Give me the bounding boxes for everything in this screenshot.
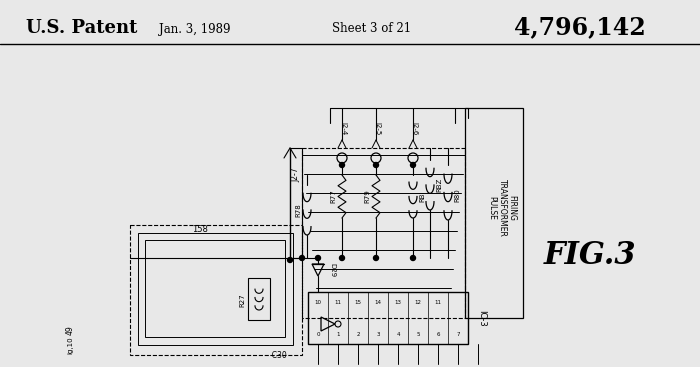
- Text: IC-3: IC-3: [477, 310, 486, 326]
- Text: Sheet 3 of 21: Sheet 3 of 21: [332, 22, 412, 36]
- Bar: [138, 233, 293, 345]
- Bar: [302, 148, 465, 318]
- Bar: [130, 225, 302, 355]
- Circle shape: [374, 163, 379, 167]
- Bar: [308, 292, 468, 344]
- Text: 15: 15: [354, 299, 361, 305]
- Text: Jan. 3, 1989: Jan. 3, 1989: [160, 22, 231, 36]
- Text: PULSE: PULSE: [487, 196, 496, 220]
- Text: U.S. Patent: U.S. Patent: [27, 19, 138, 37]
- Circle shape: [340, 255, 344, 261]
- Text: TRANSFORMER: TRANSFORMER: [498, 179, 507, 237]
- Text: J2-6: J2-6: [412, 121, 418, 135]
- Text: RBI: RBI: [419, 190, 425, 202]
- Text: 7: 7: [456, 331, 460, 337]
- Text: 4,796,142: 4,796,142: [514, 15, 646, 39]
- Text: ig,10: ig,10: [67, 336, 73, 354]
- Text: 158: 158: [192, 225, 208, 235]
- Circle shape: [300, 255, 304, 261]
- Text: 11: 11: [335, 299, 342, 305]
- Text: R77: R77: [330, 189, 336, 203]
- Text: 6: 6: [436, 331, 440, 337]
- Text: J2-5: J2-5: [375, 121, 381, 135]
- Text: RBZ: RBZ: [436, 178, 442, 192]
- Text: J2-4: J2-4: [341, 121, 347, 135]
- Circle shape: [316, 255, 321, 261]
- Text: 12: 12: [414, 299, 421, 305]
- Text: 11: 11: [435, 299, 442, 305]
- Text: R78: R78: [295, 203, 301, 217]
- Bar: [248, 278, 270, 320]
- Text: 2: 2: [356, 331, 360, 337]
- Text: 3: 3: [377, 331, 379, 337]
- Bar: [465, 108, 523, 318]
- Text: R79: R79: [364, 189, 370, 203]
- Text: -C30: -C30: [269, 350, 287, 360]
- Bar: [145, 240, 285, 337]
- Text: J2-7: J2-7: [291, 168, 300, 182]
- Text: 1: 1: [336, 331, 340, 337]
- Text: 0: 0: [316, 331, 320, 337]
- Text: 13: 13: [395, 299, 402, 305]
- Text: R27: R27: [239, 293, 245, 307]
- Text: 5: 5: [416, 331, 420, 337]
- Text: D29: D29: [329, 263, 335, 277]
- Text: 4: 4: [396, 331, 400, 337]
- Circle shape: [288, 258, 293, 262]
- Circle shape: [374, 255, 379, 261]
- Text: 49: 49: [66, 325, 74, 335]
- Circle shape: [340, 163, 344, 167]
- Circle shape: [410, 163, 416, 167]
- Text: 14: 14: [374, 299, 382, 305]
- Text: FIG.3: FIG.3: [544, 240, 636, 270]
- Text: 10: 10: [314, 299, 321, 305]
- Text: FIRING: FIRING: [508, 195, 517, 221]
- Text: R80: R80: [454, 188, 460, 202]
- Circle shape: [410, 255, 416, 261]
